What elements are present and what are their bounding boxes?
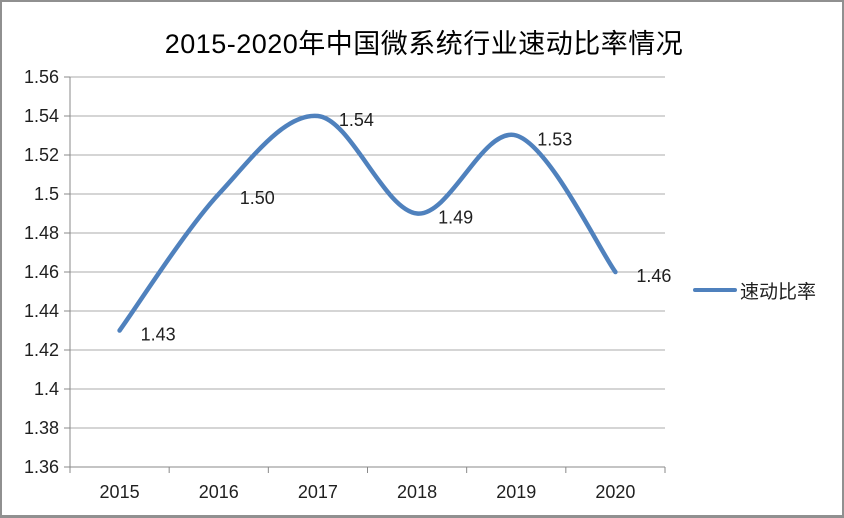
y-tick-label: 1.46 [24,262,59,282]
x-tick-label: 2016 [199,482,239,502]
legend: 速动比率 [693,278,817,303]
y-tick-label: 1.38 [24,418,59,438]
x-tick-label: 2018 [397,482,437,502]
data-point-label: 1.50 [240,188,275,208]
y-tick-label: 1.4 [34,379,59,399]
data-point-label: 1.53 [537,130,572,150]
legend-line-swatch [693,288,737,292]
y-tick-label: 1.56 [24,67,59,87]
x-tick-label: 2015 [100,482,140,502]
chart-title: 2015-2020年中国微系统行业速动比率情况 [164,29,684,59]
y-tick-label: 1.36 [24,457,59,477]
y-tick-label: 1.5 [34,184,59,204]
data-point-label: 1.49 [438,208,473,228]
data-point-label: 1.46 [636,266,671,286]
x-tick-label: 2020 [595,482,635,502]
y-tick-label: 1.48 [24,223,59,243]
series-line [117,113,618,333]
y-tick-label: 1.44 [24,301,59,321]
y-tick-label: 1.42 [24,340,59,360]
y-tick-label: 1.54 [24,106,59,126]
y-tick-label: 1.52 [24,145,59,165]
legend-label: 速动比率 [740,281,817,303]
data-point-label: 1.43 [141,325,176,345]
x-tick-label: 2019 [496,482,536,502]
x-tick-label: 2017 [298,482,338,502]
data-point-label: 1.54 [339,110,374,130]
